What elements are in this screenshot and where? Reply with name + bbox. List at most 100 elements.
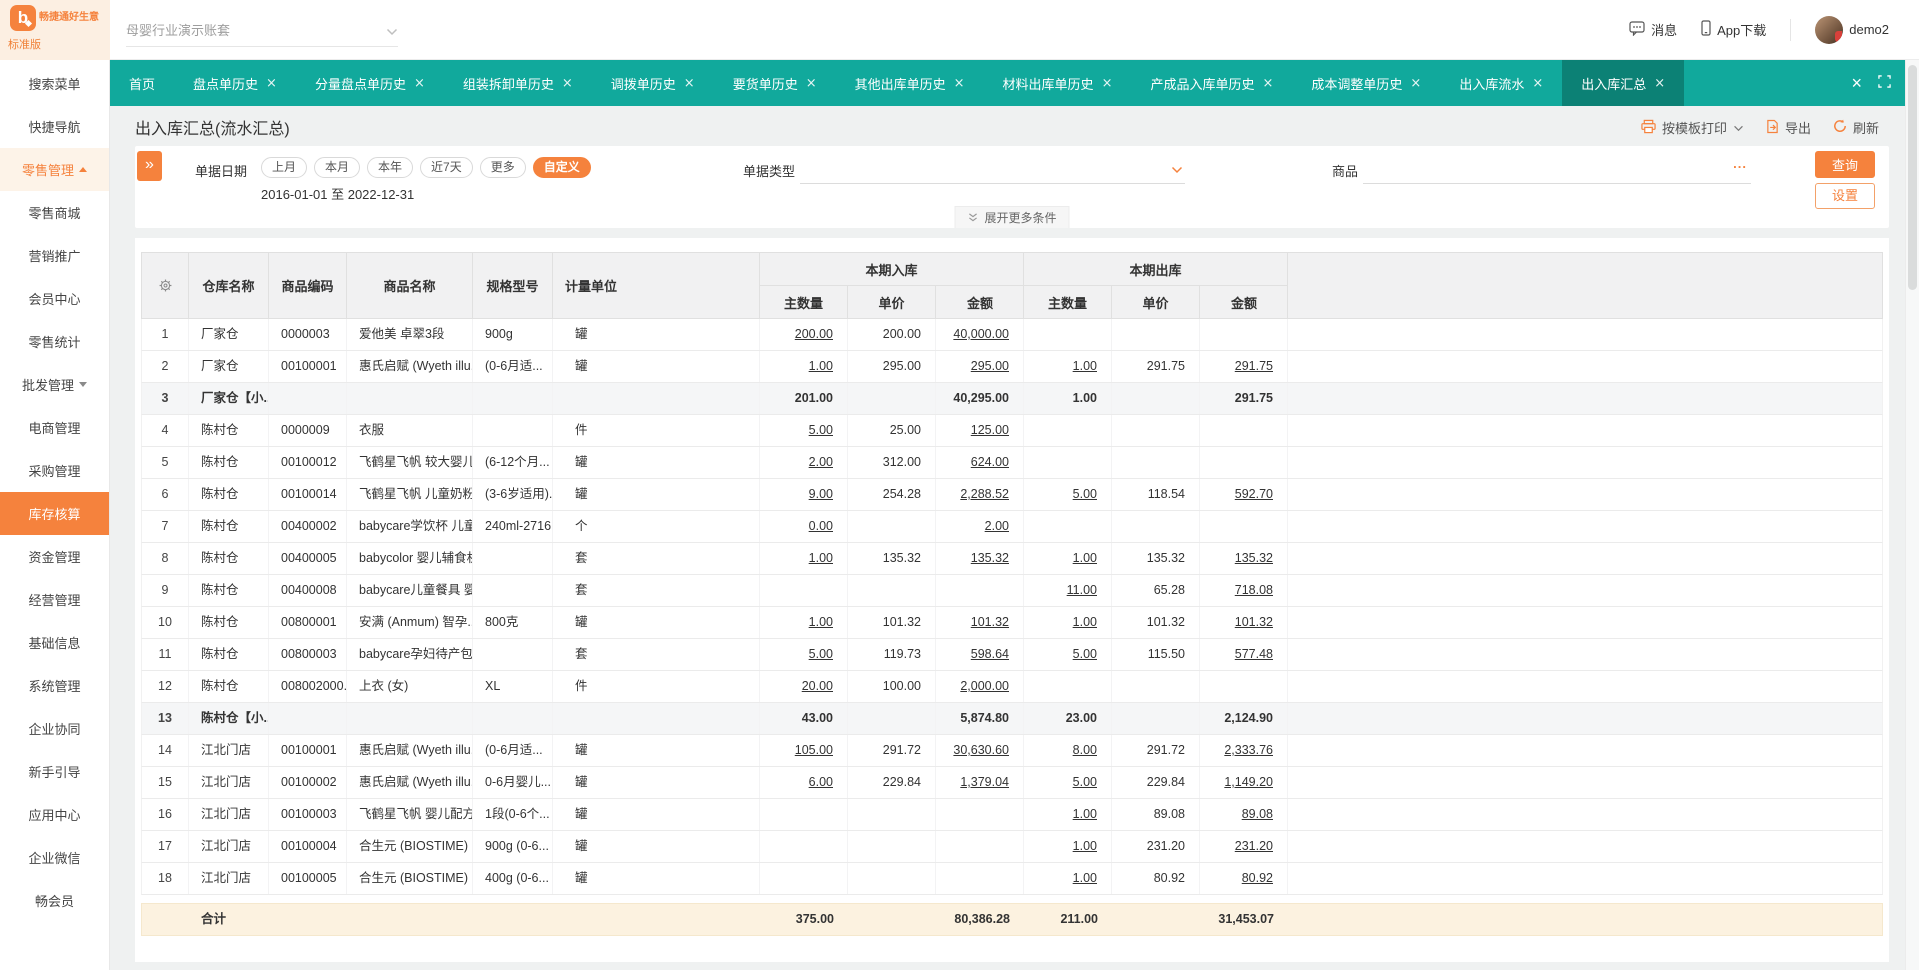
cell-out-amount-link[interactable]: 2,333.76 (1200, 735, 1288, 766)
sidebar-item-经营管理[interactable]: 经营管理 (0, 578, 109, 621)
sidebar-item-企业协同[interactable]: 企业协同 (0, 707, 109, 750)
column-settings-gear-icon[interactable] (142, 253, 189, 318)
sidebar-item-资金管理[interactable]: 资金管理 (0, 535, 109, 578)
sidebar-item-会员中心[interactable]: 会员中心 (0, 277, 109, 320)
cell-out-qty-link[interactable]: 5.00 (1024, 767, 1112, 798)
cell-in-qty-link[interactable]: 105.00 (760, 735, 848, 766)
cell-in-amount-link[interactable]: 101.32 (936, 607, 1024, 638)
tab-close-icon[interactable]: × (413, 75, 425, 91)
tab-close-icon[interactable]: × (266, 75, 277, 91)
cell-out-amount-link[interactable]: 135.32 (1200, 543, 1288, 574)
tab-材料出库单历史[interactable]: 材料出库单历史 × (984, 60, 1132, 106)
cell-out-amount-link[interactable]: 592.70 (1200, 479, 1288, 510)
tab-close-icon[interactable]: × (561, 75, 573, 91)
sidebar-item-批发管理[interactable]: 批发管理 (0, 363, 109, 406)
sidebar-item-搜索菜单[interactable]: 搜索菜单 (0, 62, 109, 105)
cell-in-qty-link[interactable]: 5.00 (760, 639, 848, 670)
tab-要货单历史[interactable]: 要货单历史 × (714, 60, 836, 106)
vertical-scrollbar[interactable] (1905, 60, 1919, 970)
cell-in-amount-link[interactable]: 30,630.60 (936, 735, 1024, 766)
sidebar-item-库存核算[interactable]: 库存核算 (0, 492, 109, 535)
cell-in-amount-link[interactable]: 295.00 (936, 351, 1024, 382)
cell-in-amount-link[interactable]: 2.00 (936, 511, 1024, 542)
cell-in-amount-link[interactable]: 125.00 (936, 415, 1024, 446)
sidebar-item-企业微信[interactable]: 企业微信 (0, 836, 109, 879)
tab-出入库汇总[interactable]: 出入库汇总 × (1562, 60, 1685, 106)
date-range-value[interactable]: 2016-01-01 至 2022-12-31 (261, 187, 415, 202)
tab-首页[interactable]: 首页 (110, 60, 174, 106)
cell-in-amount-link[interactable]: 40,000.00 (936, 319, 1024, 350)
query-button[interactable]: 查询 (1815, 151, 1875, 178)
fullscreen-icon[interactable] (1878, 75, 1891, 91)
cell-out-amount-link[interactable]: 80.92 (1200, 863, 1288, 894)
cell-out-amount-link[interactable]: 231.20 (1200, 831, 1288, 862)
export-button[interactable]: 导出 (1766, 118, 1811, 137)
tab-close-icon[interactable]: × (1654, 75, 1666, 91)
tab-close-icon[interactable]: × (1101, 75, 1113, 91)
tab-产成品入库单历史[interactable]: 产成品入库单历史 × (1131, 60, 1292, 106)
sidebar-item-基础信息[interactable]: 基础信息 (0, 621, 109, 664)
cell-out-qty-link[interactable]: 1.00 (1024, 831, 1112, 862)
cell-out-amount-link[interactable]: 101.32 (1200, 607, 1288, 638)
cell-in-amount-link[interactable]: 2,288.52 (936, 479, 1024, 510)
sidebar-item-新手引导[interactable]: 新手引导 (0, 750, 109, 793)
collapse-filter-button[interactable]: » (137, 151, 162, 181)
tab-盘点单历史[interactable]: 盘点单历史 × (174, 60, 296, 106)
account-select[interactable]: 母婴行业演示账套 (126, 13, 398, 47)
tab-调拨单历史[interactable]: 调拨单历史 × (592, 60, 714, 106)
cell-in-qty-link[interactable]: 9.00 (760, 479, 848, 510)
sidebar-item-零售商城[interactable]: 零售商城 (0, 191, 109, 234)
date-pill-custom[interactable]: 自定义 (532, 157, 591, 178)
cell-in-qty-link[interactable]: 1.00 (760, 543, 848, 574)
chevron-down-icon[interactable] (1733, 120, 1744, 135)
sidebar-item-系统管理[interactable]: 系统管理 (0, 664, 109, 707)
print-by-template-button[interactable]: 按模板打印 (1641, 118, 1744, 137)
cell-in-amount-link[interactable]: 135.32 (936, 543, 1024, 574)
tab-close-icon[interactable]: × (1532, 75, 1544, 91)
refresh-button[interactable]: 刷新 (1833, 118, 1879, 137)
cell-out-amount-link[interactable]: 291.75 (1200, 351, 1288, 382)
sidebar-item-零售统计[interactable]: 零售统计 (0, 320, 109, 363)
more-options-icon[interactable]: ... (1733, 156, 1747, 171)
cell-out-qty-link[interactable]: 1.00 (1024, 863, 1112, 894)
tab-分量盘点单历史[interactable]: 分量盘点单历史 × (296, 60, 444, 106)
doc-type-select[interactable] (800, 158, 1185, 184)
sidebar-item-零售管理[interactable]: 零售管理 (0, 148, 109, 191)
user-menu[interactable]: demo2 (1815, 15, 1889, 44)
messages-button[interactable]: 消息 (1629, 20, 1677, 39)
tab-close-icon[interactable]: × (805, 75, 817, 91)
cell-out-qty-link[interactable]: 5.00 (1024, 639, 1112, 670)
sidebar-item-快捷导航[interactable]: 快捷导航 (0, 105, 109, 148)
date-pill-近7天[interactable]: 近7天 (420, 157, 473, 178)
cell-in-qty-link[interactable]: 20.00 (760, 671, 848, 702)
cell-in-amount-link[interactable]: 624.00 (936, 447, 1024, 478)
sidebar-item-电商管理[interactable]: 电商管理 (0, 406, 109, 449)
sidebar-item-畅会员[interactable]: 畅会员 (0, 879, 109, 922)
expand-more-conditions[interactable]: 展开更多条件 (954, 206, 1070, 228)
cell-in-qty-link[interactable]: 6.00 (760, 767, 848, 798)
sidebar-item-营销推广[interactable]: 营销推广 (0, 234, 109, 277)
cell-out-amount-link[interactable]: 89.08 (1200, 799, 1288, 830)
cell-out-qty-link[interactable]: 1.00 (1024, 607, 1112, 638)
scrollbar-thumb[interactable] (1908, 65, 1917, 290)
date-pill-上月[interactable]: 上月 (261, 157, 308, 178)
tab-close-icon[interactable]: × (953, 75, 965, 91)
cell-out-amount-link[interactable]: 577.48 (1200, 639, 1288, 670)
cell-out-amount-link[interactable]: 1,149.20 (1200, 767, 1288, 798)
cell-in-qty-link[interactable]: 2.00 (760, 447, 848, 478)
cell-out-amount-link[interactable]: 718.08 (1200, 575, 1288, 606)
cell-in-qty-link[interactable]: 1.00 (760, 351, 848, 382)
tab-组装拆卸单历史[interactable]: 组装拆卸单历史 × (444, 60, 592, 106)
app-download-button[interactable]: App下载 (1701, 20, 1766, 39)
product-input[interactable]: ... (1363, 156, 1751, 184)
cell-in-amount-link[interactable]: 2,000.00 (936, 671, 1024, 702)
tab-其他出库单历史[interactable]: 其他出库单历史 × (836, 60, 984, 106)
cell-out-qty-link[interactable]: 1.00 (1024, 543, 1112, 574)
cell-in-qty-link[interactable]: 5.00 (760, 415, 848, 446)
cell-in-amount-link[interactable]: 1,379.04 (936, 767, 1024, 798)
cell-out-qty-link[interactable]: 11.00 (1024, 575, 1112, 606)
tab-出入库流水[interactable]: 出入库流水 × (1440, 60, 1562, 106)
sidebar-item-应用中心[interactable]: 应用中心 (0, 793, 109, 836)
settings-button[interactable]: 设置 (1815, 183, 1875, 209)
sidebar-item-采购管理[interactable]: 采购管理 (0, 449, 109, 492)
